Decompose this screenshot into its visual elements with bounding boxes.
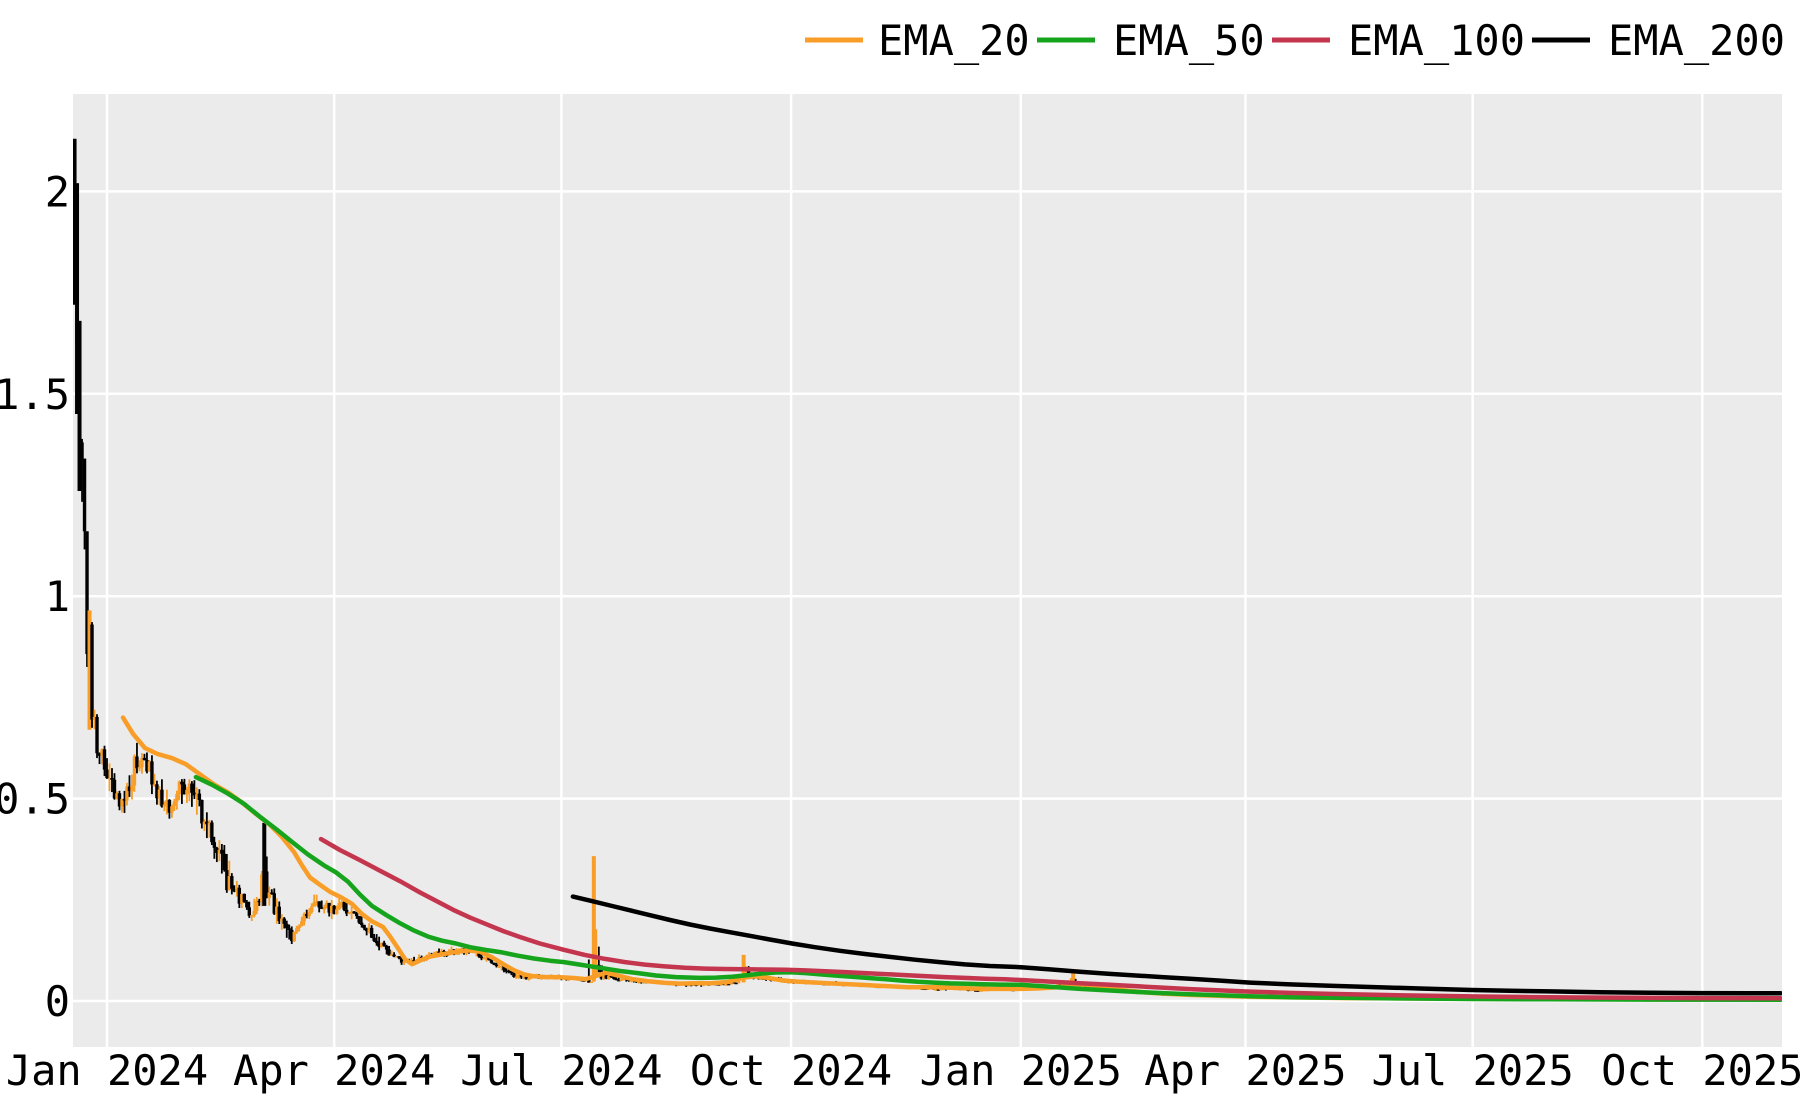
y-tick-label: 1 — [45, 572, 70, 621]
x-tick-label: Oct 2024 — [690, 1046, 892, 1095]
legend-item-ema_20: EMA_20 — [805, 16, 1030, 65]
ema-line-ema_20 — [120, 715, 1782, 1002]
plot-area — [73, 94, 1782, 1047]
ema-lines-layer — [120, 715, 1782, 1003]
y-tick-label: 0.5 — [0, 775, 70, 824]
y-tick-label: 0 — [45, 977, 70, 1026]
gridlines — [73, 94, 1782, 1047]
x-tick-label: Apr 2025 — [1144, 1046, 1346, 1095]
x-tick-label: Oct 2025 — [1601, 1046, 1800, 1095]
legend-item-ema_50: EMA_50 — [1037, 16, 1265, 65]
legend-label-ema_100: EMA_100 — [1348, 16, 1525, 65]
y-tick-label: 1.5 — [0, 370, 70, 419]
y-tick-label: 2 — [45, 167, 70, 216]
x-tick-label: Jan 2024 — [6, 1046, 208, 1095]
x-tick-label: Jul 2025 — [1371, 1046, 1573, 1095]
x-tick-label: Jul 2024 — [460, 1046, 662, 1095]
x-tick-label: Jan 2025 — [920, 1046, 1122, 1095]
x-axis-tick-labels: Jan 2024 Apr 2024 Jul 2024 Oct 2024 Jan 2025… — [6, 1046, 1800, 1095]
legend-label-ema_200: EMA_200 — [1608, 16, 1785, 65]
legend: EMA_20 EMA_50 EMA_100 EMA_200 — [805, 16, 1785, 65]
y-axis-tick-labels: 0 0.5 1 1.5 2 — [0, 167, 70, 1026]
legend-item-ema_100: EMA_100 — [1272, 16, 1525, 65]
legend-label-ema_50: EMA_50 — [1113, 16, 1265, 65]
ema-line-ema_100 — [318, 836, 1782, 1001]
x-tick-label: Apr 2024 — [233, 1046, 435, 1095]
legend-label-ema_20: EMA_20 — [878, 16, 1030, 65]
ema-line-ema_50 — [193, 774, 1782, 1003]
legend-item-ema_200: EMA_200 — [1532, 16, 1785, 65]
ema-line-ema_200 — [570, 894, 1782, 996]
